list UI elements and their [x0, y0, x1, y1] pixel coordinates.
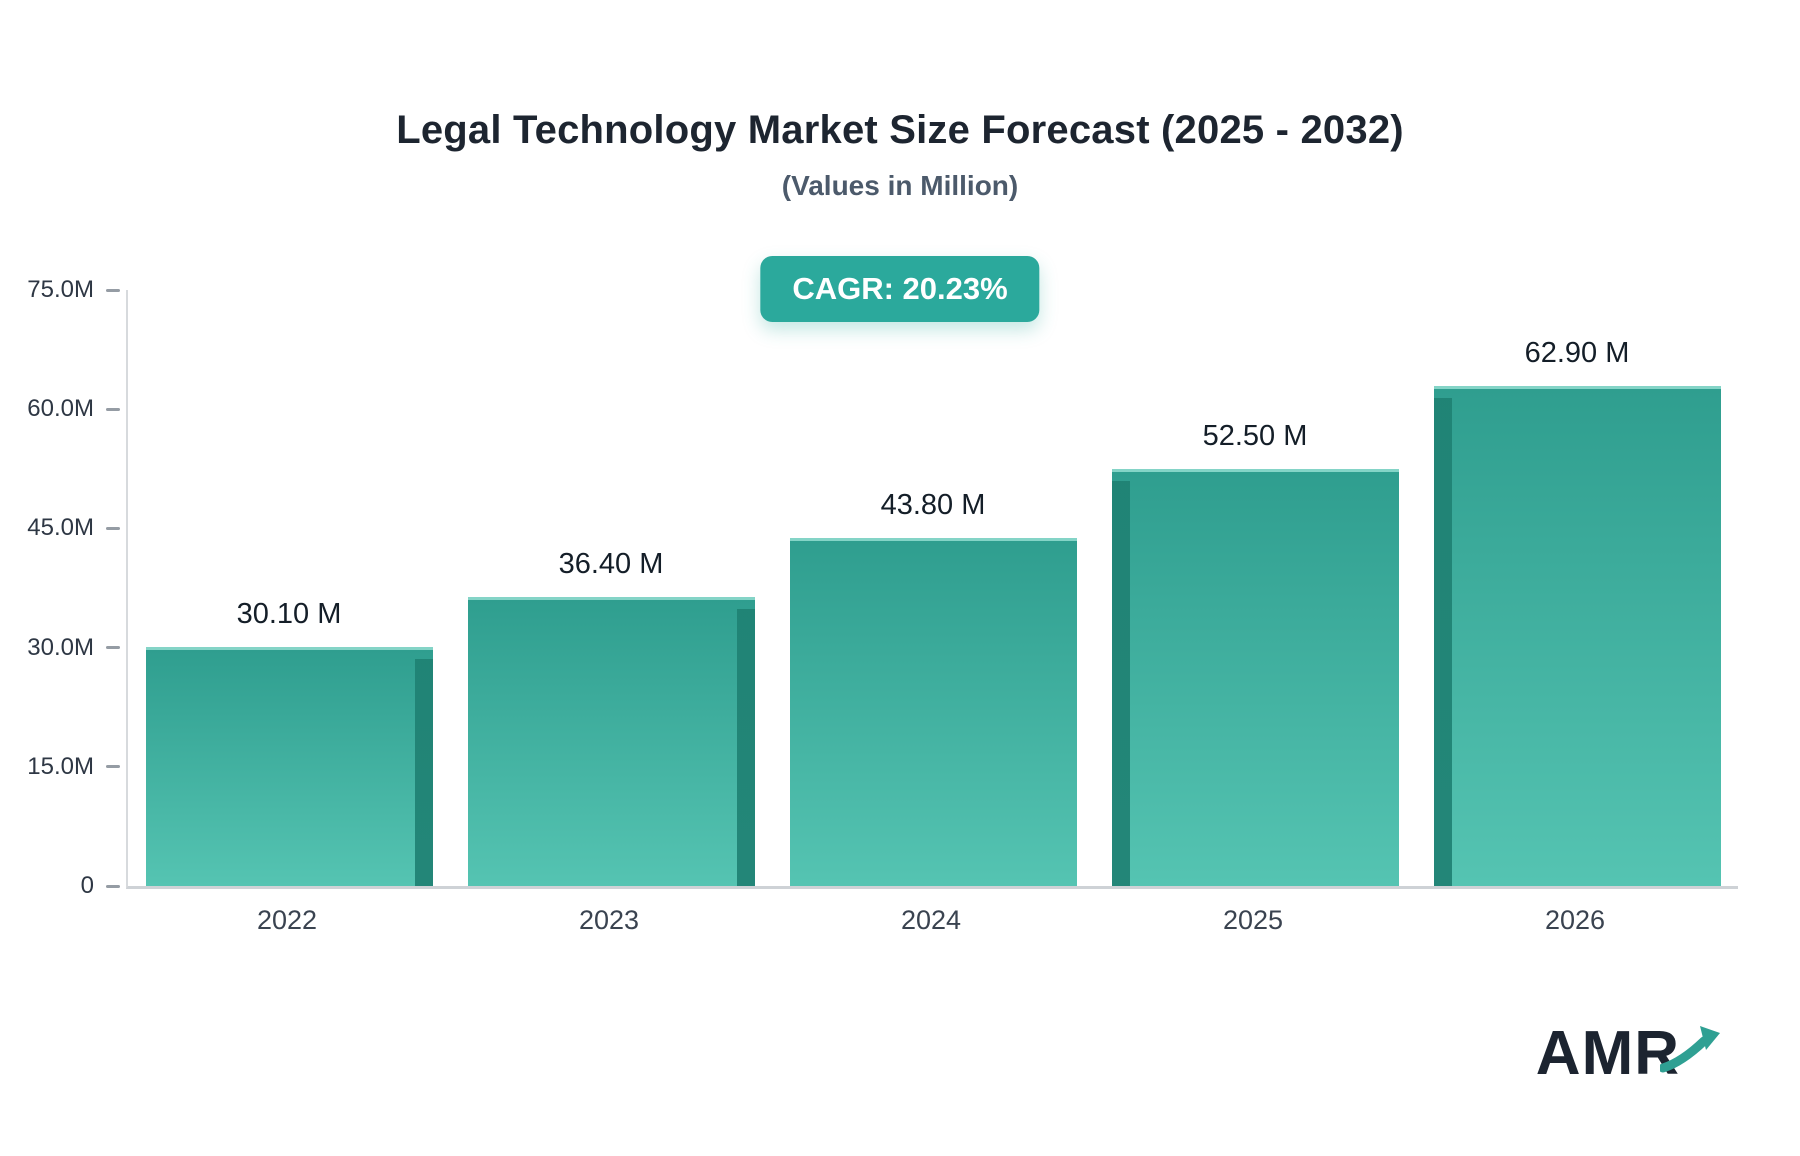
trending-up-arrow-icon: [1660, 1025, 1720, 1072]
x-axis-label-2023: 2023: [578, 905, 640, 935]
y-tick: 45.0M: [27, 514, 120, 542]
y-tick-mark: [106, 288, 120, 292]
y-tick-label: 15.0M: [27, 752, 94, 780]
bar-2024: [789, 537, 1077, 886]
y-tick-mark: [106, 407, 120, 411]
x-axis-label-2022: 2022: [256, 905, 318, 935]
amr-logo-text: AMR: [1535, 1019, 1680, 1088]
bar-value-label: 30.10 M: [236, 597, 342, 630]
bars-container: 30.10 M 36.40 M 43.80 M 52.50 M 62.90 M: [128, 290, 1738, 886]
bar-2025: [1111, 468, 1399, 886]
bar-slot-2025: 52.50 M: [1094, 290, 1416, 886]
y-tick: 75.0M: [27, 276, 120, 304]
y-tick: 0: [81, 872, 120, 900]
bar-slot-2023: 36.40 M: [450, 290, 772, 886]
y-tick: 30.0M: [27, 634, 120, 662]
amr-logo: AMR: [1536, 1018, 1722, 1089]
bar-slot-2024: 43.80 M: [772, 290, 1094, 886]
x-axis-label-2024: 2024: [900, 905, 962, 935]
y-tick-mark: [106, 765, 120, 769]
y-tick-label: 45.0M: [27, 514, 94, 542]
bar-2023: [467, 596, 755, 886]
y-tick-mark: [106, 884, 120, 888]
bar-value-label: 43.80 M: [880, 488, 986, 521]
bar-slot-2026: 62.90 M: [1416, 290, 1738, 886]
bar-3d-side: [1433, 398, 1452, 886]
y-tick-label: 30.0M: [27, 633, 94, 661]
bar-3d-side: [414, 658, 433, 886]
y-tick-mark: [106, 526, 120, 530]
y-tick: 60.0M: [27, 395, 120, 423]
y-tick-mark: [106, 646, 120, 650]
plot-area: 30.10 M 36.40 M 43.80 M 52.50 M 62.90 M 0 15.…: [27, 276, 1738, 899]
bar-value-label: 62.90 M: [1524, 337, 1630, 370]
y-tick-label: 0: [80, 872, 94, 899]
bar-2026: [1433, 386, 1721, 886]
y-tick: 15.0M: [27, 753, 120, 781]
x-axis-label-2025: 2025: [1222, 905, 1284, 935]
chart-title: Legal Technology Market Size Forecast (2…: [396, 108, 1404, 152]
bar-2022: [145, 646, 433, 886]
y-tick-label: 75.0M: [27, 276, 94, 303]
bar-3d-side: [736, 608, 755, 886]
chart-subtitle: (Values in Million): [781, 170, 1019, 201]
bar-value-label: 52.50 M: [1202, 419, 1308, 452]
bar-3d-side: [1111, 480, 1130, 886]
y-tick-label: 60.0M: [27, 395, 94, 423]
x-axis-label-2026: 2026: [1544, 905, 1606, 935]
bar-value-label: 36.40 M: [558, 547, 664, 580]
x-axis-labels: 2022 2023 2024 2025 2026: [126, 905, 1736, 936]
cagr-badge: CAGR: 20.23%: [760, 256, 1040, 322]
bar-slot-2022: 30.10 M: [128, 290, 450, 886]
